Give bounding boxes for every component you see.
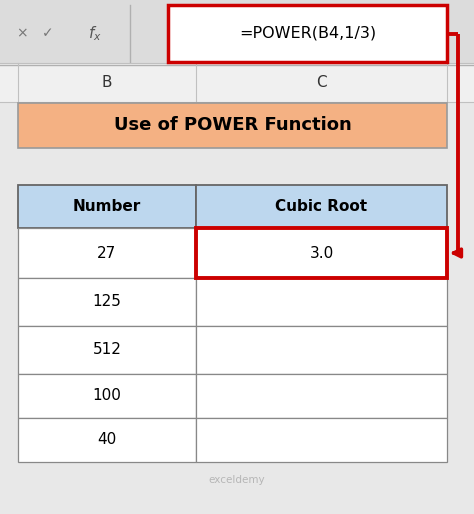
Text: B: B — [102, 75, 112, 90]
Text: 125: 125 — [92, 295, 121, 309]
Text: ×: × — [16, 27, 28, 41]
Bar — [196, 185, 447, 228]
Text: C: C — [316, 75, 327, 90]
Bar — [18, 185, 196, 228]
Bar — [196, 326, 447, 374]
Text: ✓: ✓ — [42, 27, 54, 41]
Bar — [18, 228, 196, 278]
Text: =POWER(B4,1/3): =POWER(B4,1/3) — [239, 26, 376, 41]
Bar — [0, 63, 474, 102]
Bar — [18, 418, 196, 462]
Bar — [196, 228, 447, 278]
Bar — [18, 326, 196, 374]
Bar — [0, 0, 474, 70]
Bar — [196, 278, 447, 326]
Text: Cubic Root: Cubic Root — [275, 199, 367, 214]
Text: $f_x$: $f_x$ — [88, 24, 102, 43]
Text: Number: Number — [73, 199, 141, 214]
Text: exceldemy: exceldemy — [209, 475, 265, 485]
Text: Use of POWER Function: Use of POWER Function — [114, 117, 351, 135]
Bar — [18, 374, 196, 418]
Text: 27: 27 — [97, 246, 117, 261]
Text: 512: 512 — [92, 342, 121, 358]
Bar — [196, 374, 447, 418]
Text: 40: 40 — [97, 432, 117, 448]
Bar — [196, 418, 447, 462]
Bar — [18, 278, 196, 326]
Text: 100: 100 — [92, 389, 121, 403]
Bar — [168, 5, 447, 62]
Bar — [196, 228, 447, 278]
Bar — [18, 103, 447, 148]
Text: 3.0: 3.0 — [310, 246, 334, 261]
